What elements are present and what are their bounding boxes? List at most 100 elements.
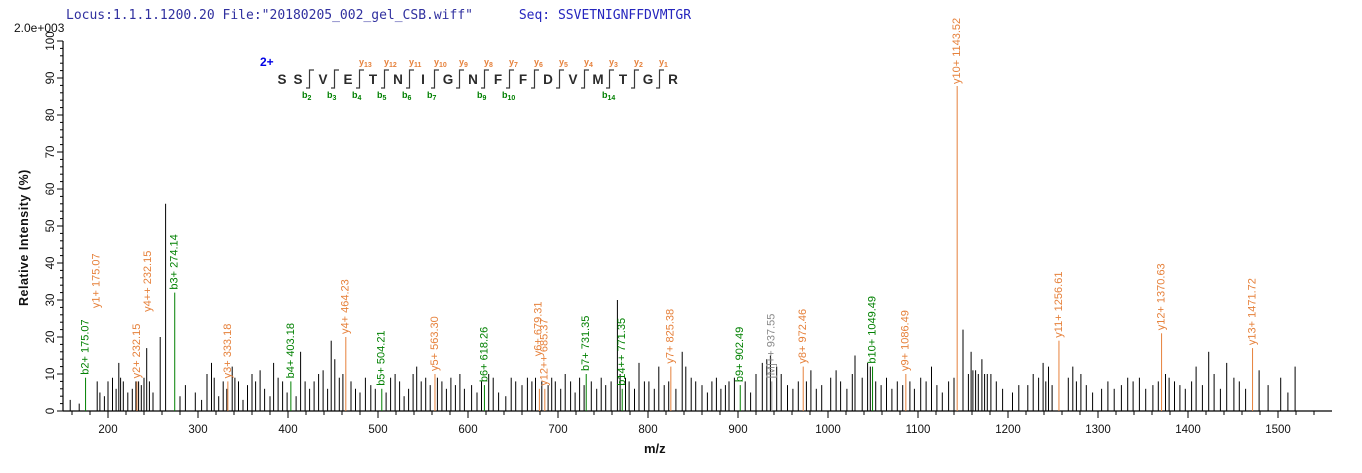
y-tick-label: 80 [45,109,57,122]
cleavage-mark-icon [356,69,364,89]
fragment-peak-label: y2+ 232.15 [131,324,143,379]
fragment-peak-label: b10+ 1049.49 [866,296,878,364]
y-ion-label: y4 [584,57,593,70]
residue-letter: S [277,71,287,87]
fragment-peak-label: b4+ 403.18 [285,323,297,378]
residue-letter: N [468,71,478,87]
residue-letter: V [568,71,578,87]
cleavage-mark: y8 b9 [477,58,493,103]
y-tick-label: 10 [45,368,57,381]
cleavage-mark-icon [431,69,439,89]
b-ion-label: b3 [327,90,337,103]
cleavage-mark-icon [631,69,639,89]
y-ion-label: y9 [459,57,468,70]
y-tick-label: 70 [45,146,57,159]
y-ion-label: y8 [484,57,493,70]
residue-letter: T [618,71,628,87]
x-tick-label: 300 [188,424,207,436]
cleavage-mark-icon [556,69,564,89]
x-tick-label: 900 [728,424,747,436]
cleavage-mark-icon [381,69,389,89]
cleavage-mark: y1 [656,58,668,90]
y-ion-label: y7 [509,57,518,70]
b-ion-label: b4 [352,90,362,103]
y-tick-label: 100 [45,31,57,50]
intensity-scale-label: 2.0e+003 [14,21,65,35]
cleavage-mark: y9 [456,58,468,90]
cleavage-mark: y3 b14 [602,58,618,103]
residue-letter: S [293,71,303,87]
spectrum-header: Locus:1.1.1.1200.20 File:"20180205_002_g… [66,8,691,23]
b-ion-label: b7 [427,90,437,103]
x-tick-label: 500 [368,424,387,436]
cleavage-mark: y5 [556,58,568,90]
locus-file-label: Locus:1.1.1.1200.20 File:"20180205_002_g… [66,8,473,23]
cleavage-mark: b3 [327,68,340,102]
x-tick-label: 600 [458,424,477,436]
residue-letter: R [668,71,678,87]
b-ion-label: b5 [377,90,387,103]
fragment-peak-label: b7+ 731.35 [580,316,592,371]
residue-letter: N [393,71,403,87]
fragment-peak-label: b9+ 902.49 [734,327,746,382]
fragment-peak-label: [M]++ 937.55 [766,314,778,379]
fragment-peak-label: y4+ 464.23 [340,279,352,334]
x-tick-label: 700 [548,424,567,436]
fragment-peak-label: y10+ 1143.52 [951,18,963,84]
cleavage-mark-icon [331,69,339,89]
x-tick-label: 1000 [815,424,841,436]
fragment-peak-label: b14++ 771.35 [616,318,628,386]
fragment-peak-label: y3+ 333.18 [222,324,234,379]
residue-letter: F [493,71,503,87]
cleavage-mark: y13 b4 [352,58,372,103]
cleavage-mark: y2 [631,58,643,90]
cleavage-mark: y7 b10 [502,58,518,103]
x-tick-label: 1100 [906,424,931,436]
y-ion-label: y11 [409,57,422,70]
residue-letter: E [343,71,353,87]
fragment-peak-label: b3+ 274.14 [169,234,181,289]
cleavage-mark-icon [581,69,589,89]
residue-letter: T [368,71,378,87]
y-tick-label: 20 [45,331,57,344]
cleavage-mark: y4 [581,58,593,90]
y-ion-label: y13 [359,57,372,70]
cleavage-mark-icon [456,69,464,89]
b-ion-label: b14 [602,90,616,103]
x-tick-label: 1200 [995,424,1021,436]
x-tick-label: 400 [278,424,297,436]
b-ion-label: b6 [402,90,412,103]
y-tick-label: 50 [45,220,57,233]
fragment-peak-label: y13+ 1471.72 [1246,278,1258,345]
cleavage-mark-icon [306,69,314,89]
cleavage-mark-icon [406,69,414,89]
fragment-peak-label: y12+ 1370.63 [1155,263,1167,330]
cleavage-mark: y11 b6 [402,58,421,103]
y-tick-label: 60 [45,183,57,196]
x-axis-title: m/z [644,441,666,456]
fragment-peak-label: y9+ 1086.49 [900,310,912,371]
y-tick-label: 0 [45,408,57,414]
precursor-charge-label: 2+ [260,55,274,69]
residue-letter: F [518,71,528,87]
y-ion-label: y12 [384,57,397,70]
y-tick-label: 40 [45,257,57,270]
y-ion-label: y3 [609,57,618,70]
x-tick-label: 1500 [1265,424,1291,436]
b-ion-label: b10 [502,90,516,103]
fragment-peak-label: y6+ 679.31 [532,301,544,356]
cleavage-mark: y10 b7 [427,58,447,103]
y-tick-label: 30 [45,294,57,307]
fragment-peak-label: y5+ 563.30 [429,316,441,371]
y-ion-label: y1 [659,57,668,70]
x-tick-label: 200 [98,424,117,436]
sequence-label: Seq: SSVETNIGNFFDVMTGR [518,8,692,23]
cleavage-mark-icon [481,69,489,89]
fragment-peak-label: y12++ 685.37 [539,319,551,386]
fragment-peak-label: b6+ 618.26 [478,327,490,382]
b-ion-label: b9 [477,90,487,103]
cleavage-mark: b2 [302,68,315,102]
